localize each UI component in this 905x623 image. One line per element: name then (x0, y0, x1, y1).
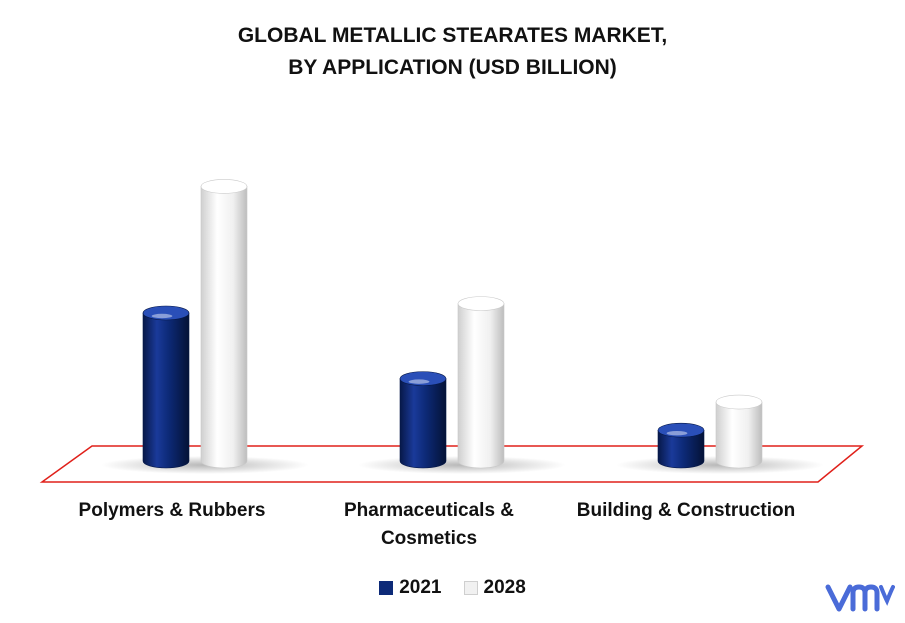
category-label-line: Polymers & Rubbers (78, 500, 266, 521)
bar-2028 (200, 179, 248, 469)
category-label-line: Cosmetics (380, 528, 478, 549)
bar-2021 (657, 422, 705, 469)
legend-item-2021: 2021 (379, 577, 442, 599)
legend: 2021 2028 (0, 577, 905, 599)
legend-swatch-2021 (379, 581, 394, 595)
category-label-building-construction: Building & Construction (566, 497, 806, 525)
bar-2021 (399, 371, 447, 469)
brand-logo (825, 584, 895, 612)
category-label-line: Pharmaceuticals & (343, 500, 515, 521)
category-label-line: Building & Construction (576, 500, 796, 521)
legend-label-2028: 2028 (483, 577, 526, 598)
category-label-pharmaceuticals-cosmetics: Pharmaceuticals & Cosmetics (309, 497, 549, 553)
category-label-polymers-rubbers: Polymers & Rubbers (52, 497, 292, 525)
title-line-2: BY APPLICATION (USD BILLION) (288, 56, 617, 79)
bar-2021 (142, 305, 190, 469)
legend-item-2028: 2028 (463, 577, 526, 599)
bar-2028 (457, 296, 505, 469)
chart-title: GLOBAL METALLIC STEARATES MARKET, BY APP… (0, 20, 905, 84)
legend-swatch-2028 (463, 581, 478, 595)
legend-label-2021: 2021 (399, 577, 442, 598)
title-line-1: GLOBAL METALLIC STEARATES MARKET, (237, 24, 668, 47)
bar-2028 (715, 394, 763, 469)
